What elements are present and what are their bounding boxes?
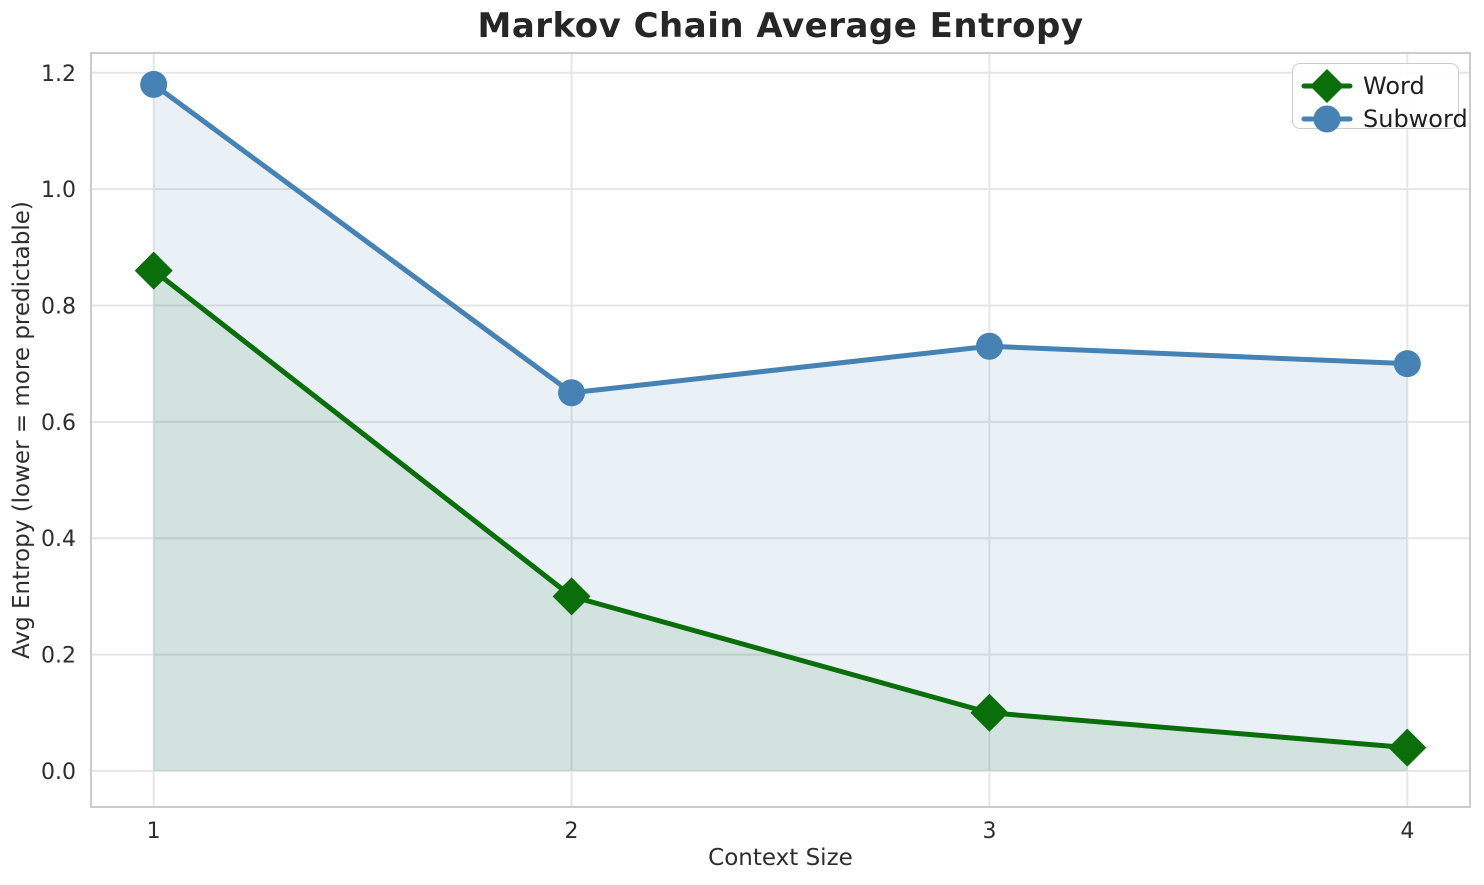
markers-word — [134, 251, 1427, 767]
x-tick-label: 3 — [982, 819, 996, 844]
line-subword — [151, 81, 1410, 396]
x-tick-label: 4 — [1400, 819, 1414, 844]
legend-label-subword: Subword — [1363, 105, 1468, 133]
data-point-diamond — [1388, 728, 1427, 767]
data-point-diamond — [970, 693, 1009, 732]
plot-border — [90, 52, 1471, 808]
y-tick-label: 0.0 — [41, 760, 76, 785]
data-point-circle — [558, 379, 586, 407]
y-tick-label: 0.6 — [41, 411, 76, 436]
grid-lines — [91, 53, 1470, 807]
y-tick-label: 0.8 — [41, 294, 76, 319]
word-marker-icon — [1301, 69, 1353, 103]
y-tick-label: 1.0 — [41, 178, 76, 203]
line-word — [151, 268, 1410, 751]
y-tick-labels: 0.0 0.2 0.4 0.6 0.8 1.0 1.2 — [41, 62, 76, 785]
legend-item-subword: Subword — [1301, 104, 1468, 134]
y-tick-label: 0.2 — [41, 644, 76, 669]
data-point-diamond — [134, 251, 173, 290]
data-point-circle — [975, 332, 1003, 360]
y-axis-label: Avg Entropy (lower = more predictable) — [9, 201, 35, 659]
legend-label-word: Word — [1363, 72, 1425, 100]
chart-title: Markov Chain Average Entropy — [477, 6, 1084, 46]
data-point-diamond — [552, 577, 591, 616]
x-tick-labels: 1 2 3 4 — [147, 819, 1415, 844]
area-subword — [153, 84, 1408, 771]
legend: Word Subword — [1292, 63, 1468, 133]
y-tick-label: 0.4 — [41, 527, 76, 552]
y-tick-label: 1.2 — [41, 62, 76, 87]
legend-item-word: Word — [1301, 68, 1448, 104]
plot-background — [91, 53, 1470, 807]
subword-marker-icon — [1301, 105, 1353, 133]
subword-circle-icon — [1313, 105, 1341, 133]
data-point-circle — [140, 70, 168, 98]
data-point-circle — [1393, 350, 1421, 378]
x-tick-label: 2 — [565, 819, 579, 844]
markers-subword — [140, 70, 1421, 407]
x-axis-label: Context Size — [708, 845, 853, 871]
area-word — [153, 270, 1408, 771]
x-tick-label: 1 — [147, 819, 161, 844]
word-diamond-icon — [1310, 69, 1344, 103]
